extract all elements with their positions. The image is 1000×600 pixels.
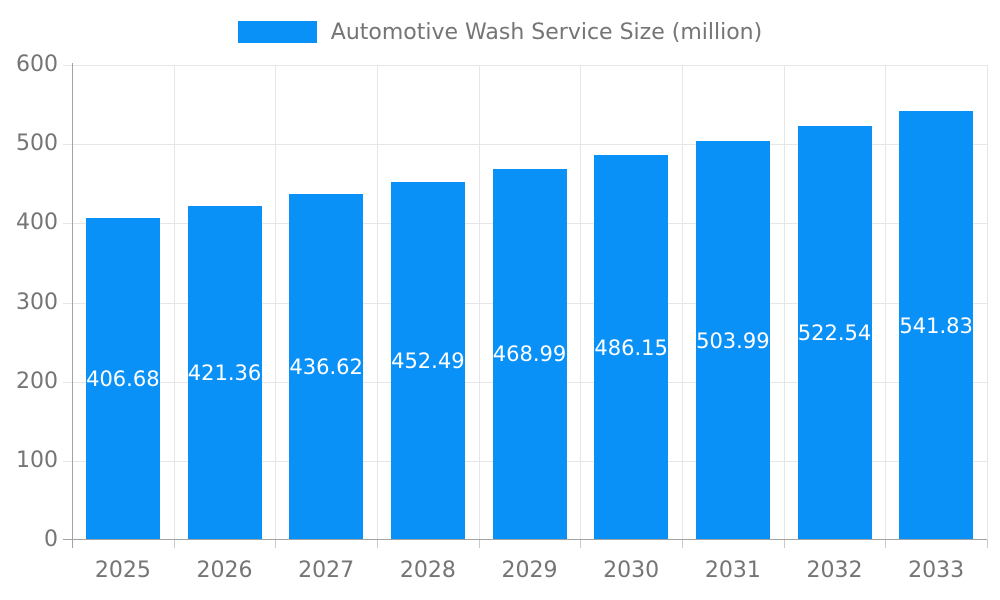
plot-area: 406.68 421.36 436.62 452.49 468.99 486.15 503.… (63, 63, 988, 548)
x-axis-tick-label: 2028 (399, 558, 456, 583)
vertical-gridline (682, 65, 683, 540)
x-axis-tick (580, 540, 582, 548)
y-axis-tick-label: 400 (16, 210, 58, 236)
bar[interactable] (390, 181, 465, 540)
x-axis-tick (275, 540, 277, 548)
horizontal-gridline (63, 144, 987, 146)
x-axis-tick (478, 540, 480, 548)
vertical-gridline (885, 65, 887, 540)
vertical-gridline (580, 65, 582, 540)
bar[interactable] (899, 111, 974, 540)
chart-legend[interactable]: Automotive Wash Service Size (million) (0, 18, 1000, 46)
x-axis-tick (783, 540, 785, 548)
horizontal-gridline (63, 65, 987, 66)
bar[interactable] (695, 141, 770, 540)
legend-swatch (237, 21, 317, 43)
x-axis-tick (173, 540, 175, 548)
x-axis-tick-label: 2027 (298, 558, 355, 583)
y-axis-tick-label: 100 (16, 447, 58, 473)
vertical-gridline (275, 65, 277, 540)
vertical-gridline (987, 65, 988, 540)
y-axis-tick-label: 500 (16, 131, 58, 157)
x-axis-tick (885, 540, 887, 548)
x-axis-tick-label: 2032 (806, 558, 863, 583)
x-axis-tick-label: 2033 (908, 558, 965, 583)
x-axis-tick-label: 2025 (94, 558, 151, 583)
x-axis-line (63, 539, 987, 540)
vertical-gridline (478, 65, 480, 540)
y-axis-line (72, 63, 73, 548)
x-axis-tick-label: 2029 (501, 558, 558, 583)
bar[interactable] (492, 168, 567, 540)
legend-label: Automotive Wash Service Size (million) (330, 19, 763, 45)
bar[interactable] (797, 126, 872, 540)
x-axis-tick (682, 540, 683, 548)
bar[interactable] (85, 218, 160, 540)
x-axis-tick (377, 540, 378, 548)
y-axis-tick-label: 0 (44, 527, 58, 552)
y-axis-tick-label: 300 (16, 289, 58, 315)
bar[interactable] (289, 194, 364, 540)
bar[interactable] (594, 155, 669, 540)
x-axis-tick-label: 2031 (704, 558, 761, 583)
vertical-gridline (377, 65, 378, 540)
y-axis-tick-label: 600 (16, 52, 58, 77)
y-axis-tick-label: 200 (16, 368, 58, 394)
bar[interactable] (187, 206, 262, 540)
vertical-gridline (783, 65, 785, 540)
x-axis-tick-label: 2026 (196, 558, 253, 583)
x-axis-tick-label: 2030 (603, 558, 660, 583)
x-axis-tick (987, 540, 988, 548)
vertical-gridline (173, 65, 175, 540)
